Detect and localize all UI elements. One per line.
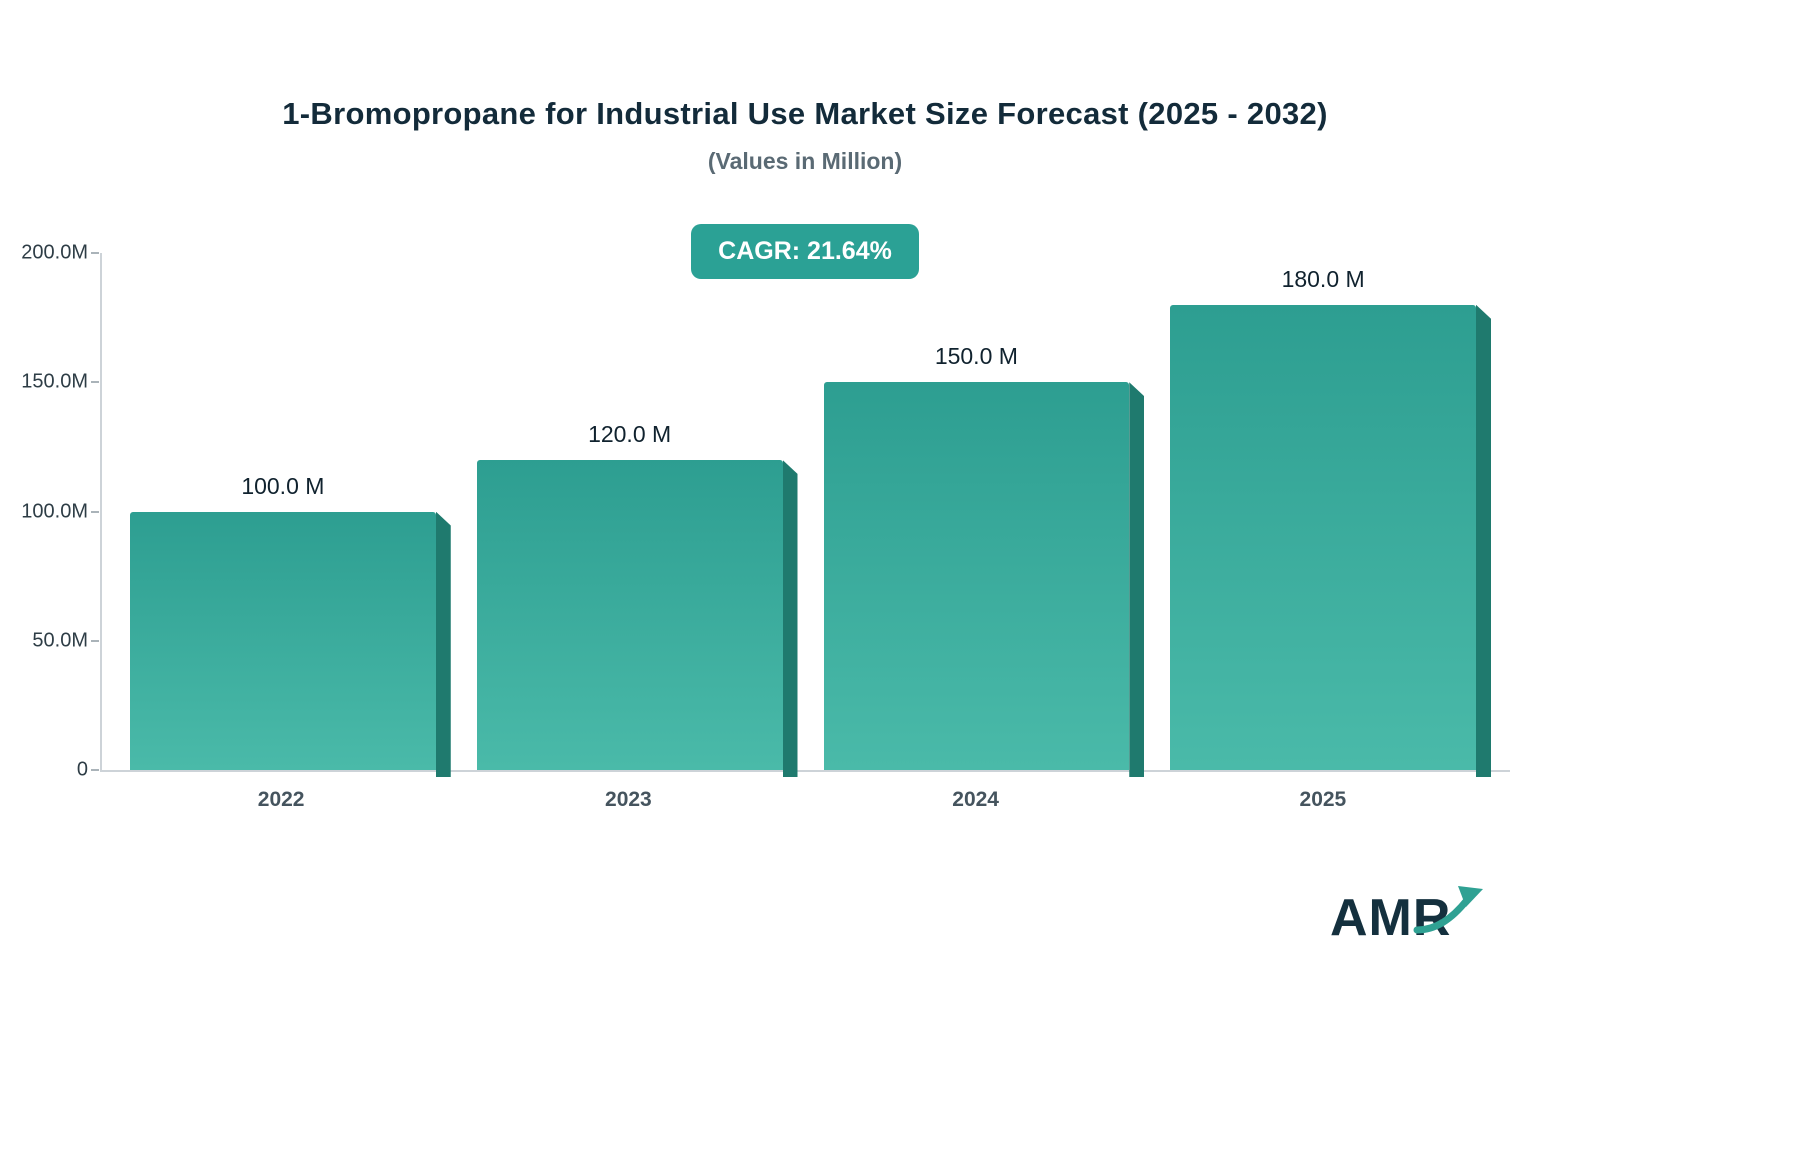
- y-axis-tick-mark: [91, 769, 99, 771]
- amr-logo: AMR: [1330, 886, 1484, 947]
- y-axis-tick-label: 200.0M: [21, 241, 88, 264]
- chart-subtitle: (Values in Million): [707, 148, 903, 174]
- x-axis-label: 2025: [1299, 788, 1347, 811]
- y-axis-tick-label: 100.0M: [21, 500, 88, 522]
- y-axis-tick-label: 150.0M: [21, 370, 88, 393]
- bar-2024: [823, 382, 1130, 770]
- x-axis-label: 2024: [952, 788, 999, 811]
- bar-2023: [476, 459, 783, 770]
- chart-title: 1-Bromopropane for Industrial Use Market…: [282, 96, 1328, 131]
- bar-2022: [130, 511, 436, 770]
- y-axis-tick-label: 0: [76, 758, 88, 781]
- y-axis-tick-mark: [91, 510, 99, 513]
- bar-slot: 120.0 M: [476, 253, 783, 770]
- bar-2025: [1170, 304, 1476, 770]
- bar-value-label: 180.0 M: [1281, 265, 1365, 292]
- y-axis-tick-mark: [91, 381, 99, 384]
- y-axis-tick-label: 50.0M: [32, 629, 88, 652]
- bar-slot: 180.0 M: [1170, 253, 1476, 770]
- y-axis-tick-mark: [91, 252, 99, 254]
- logo-arrow-icon: [1413, 886, 1484, 934]
- bar-value-label: 100.0 M: [241, 472, 325, 499]
- bar-value-label: 120.0 M: [588, 420, 672, 447]
- x-axis-label: 2023: [605, 788, 652, 811]
- bar-slot: 100.0 M: [130, 253, 436, 770]
- cagr-badge: CAGR: 21.64%: [691, 224, 919, 279]
- bar-value-label: 150.0 M: [934, 343, 1018, 370]
- x-axis-labels: 2022 2023 2024 2025: [100, 788, 1510, 812]
- x-axis-label: 2022: [257, 788, 305, 811]
- bars-container: 100.0 M 120.0 M 150.0 M 180.0 M: [102, 253, 1510, 770]
- y-axis-tick-mark: [91, 639, 99, 642]
- bar-slot: 150.0 M: [823, 253, 1130, 770]
- cagr-badge-label: CAGR: 21.64%: [718, 237, 892, 265]
- cagr-badge-row: CAGR: 21.64%: [100, 224, 1510, 279]
- amr-logo-text: AMR: [1330, 889, 1452, 947]
